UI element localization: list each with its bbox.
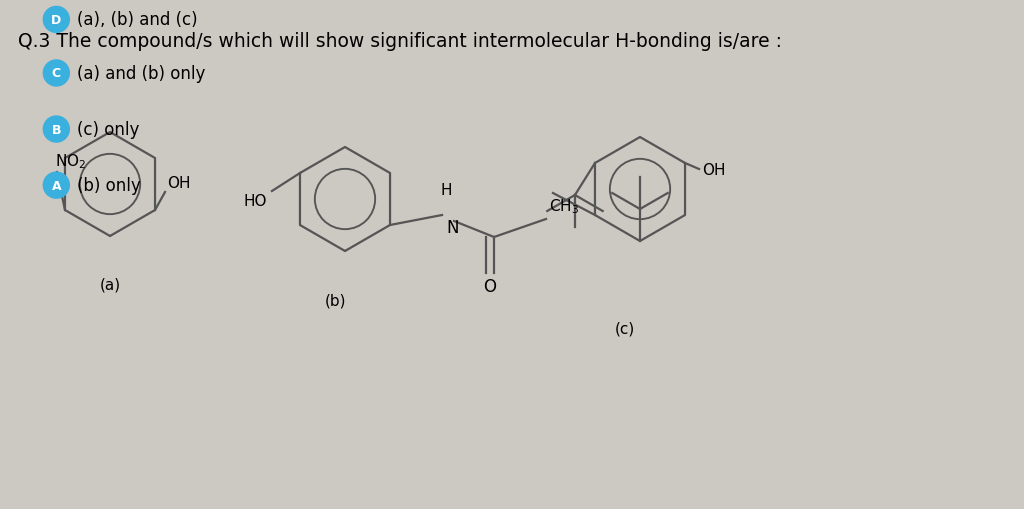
Text: HO: HO	[244, 193, 267, 209]
Text: (c) only: (c) only	[78, 121, 139, 139]
Circle shape	[43, 173, 70, 199]
Circle shape	[43, 117, 70, 143]
Text: N: N	[446, 218, 459, 237]
Text: (b) only: (b) only	[78, 177, 141, 195]
Text: C: C	[52, 67, 60, 80]
Text: O: O	[483, 277, 497, 295]
Text: CH$_3$: CH$_3$	[549, 197, 580, 216]
Text: NO$_2$: NO$_2$	[55, 152, 86, 171]
Text: B: B	[51, 123, 61, 136]
Circle shape	[43, 61, 70, 87]
Text: H: H	[440, 183, 452, 197]
Text: (a), (b) and (c): (a), (b) and (c)	[78, 11, 198, 30]
Text: OH: OH	[702, 162, 726, 177]
Text: D: D	[51, 14, 61, 27]
Text: (c): (c)	[614, 321, 635, 336]
Text: OH: OH	[167, 176, 190, 191]
Text: (b): (b)	[325, 293, 346, 308]
Text: Q.3 The compound/s which will show significant intermolecular H-bonding is/are :: Q.3 The compound/s which will show signi…	[18, 32, 782, 51]
Circle shape	[43, 8, 70, 33]
Text: A: A	[51, 179, 61, 192]
Text: (a) and (b) only: (a) and (b) only	[78, 65, 206, 83]
Text: (a): (a)	[99, 276, 121, 292]
